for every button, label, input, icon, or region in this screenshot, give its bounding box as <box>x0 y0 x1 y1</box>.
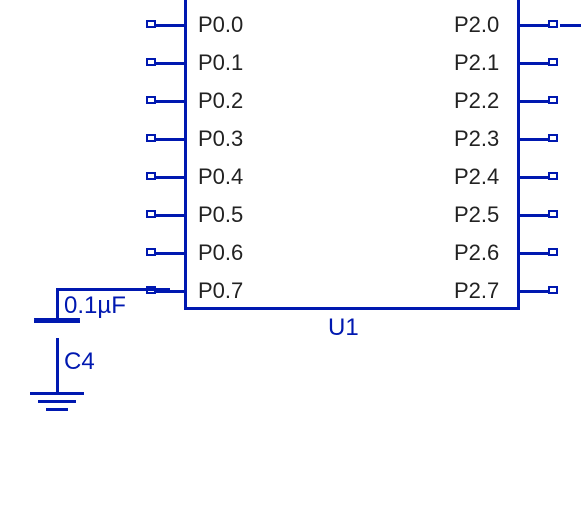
pin-label-P0-6: P0.6 <box>198 240 243 266</box>
pin-label-P0-5: P0.5 <box>198 202 243 228</box>
pin-endpoint <box>548 210 558 218</box>
pin-stub <box>520 252 548 255</box>
pin-endpoint <box>548 248 558 256</box>
pin-stub <box>156 100 184 103</box>
pin-label-P2-5: P2.5 <box>454 202 499 228</box>
pin-label-P2-6: P2.6 <box>454 240 499 266</box>
pin-endpoint <box>146 248 156 256</box>
pin-label-P0-1: P0.1 <box>198 50 243 76</box>
pin-label-P0-7: P0.7 <box>198 278 243 304</box>
gnd-bar <box>38 400 76 403</box>
pin-endpoint <box>548 172 558 180</box>
pin-stub <box>156 138 184 141</box>
pin-label-P2-3: P2.3 <box>454 126 499 152</box>
pin-endpoint <box>548 58 558 66</box>
pin-stub <box>520 24 548 27</box>
pin-stub <box>520 62 548 65</box>
wire <box>56 288 170 291</box>
gnd-stem <box>56 375 59 392</box>
pin-stub <box>520 214 548 217</box>
pin-endpoint <box>146 172 156 180</box>
cap-plate-curved <box>34 318 80 336</box>
gnd-bar <box>46 408 68 411</box>
pin-endpoint <box>146 58 156 66</box>
pin-stub <box>156 62 184 65</box>
pin-label-P2-1: P2.1 <box>454 50 499 76</box>
ic-refdes: U1 <box>328 314 359 342</box>
pin-endpoint <box>548 286 558 294</box>
pin-endpoint <box>146 20 156 28</box>
wire <box>56 288 59 320</box>
pin-endpoint <box>146 96 156 104</box>
pin-endpoint <box>548 134 558 142</box>
pin-label-P2-2: P2.2 <box>454 88 499 114</box>
pin-endpoint <box>146 210 156 218</box>
pin-label-P2-7: P2.7 <box>454 278 499 304</box>
pin-endpoint <box>548 96 558 104</box>
pin-endpoint <box>146 134 156 142</box>
pin-stub <box>156 24 184 27</box>
wire-extend <box>560 24 581 27</box>
wire <box>56 338 59 375</box>
pin-stub <box>156 176 184 179</box>
capacitor-value: 0.1µF <box>64 292 126 320</box>
pin-endpoint <box>548 20 558 28</box>
pin-label-P0-2: P0.2 <box>198 88 243 114</box>
pin-label-P0-3: P0.3 <box>198 126 243 152</box>
pin-stub <box>156 252 184 255</box>
pin-label-P2-0: P2.0 <box>454 12 499 38</box>
pin-stub <box>520 100 548 103</box>
pin-label-P0-0: P0.0 <box>198 12 243 38</box>
capacitor-refdes: C4 <box>64 348 95 376</box>
pin-stub <box>156 214 184 217</box>
pin-label-P0-4: P0.4 <box>198 164 243 190</box>
pin-stub <box>520 176 548 179</box>
pin-label-P2-4: P2.4 <box>454 164 499 190</box>
pin-stub <box>520 290 548 293</box>
pin-stub <box>520 138 548 141</box>
gnd-bar <box>30 392 84 395</box>
